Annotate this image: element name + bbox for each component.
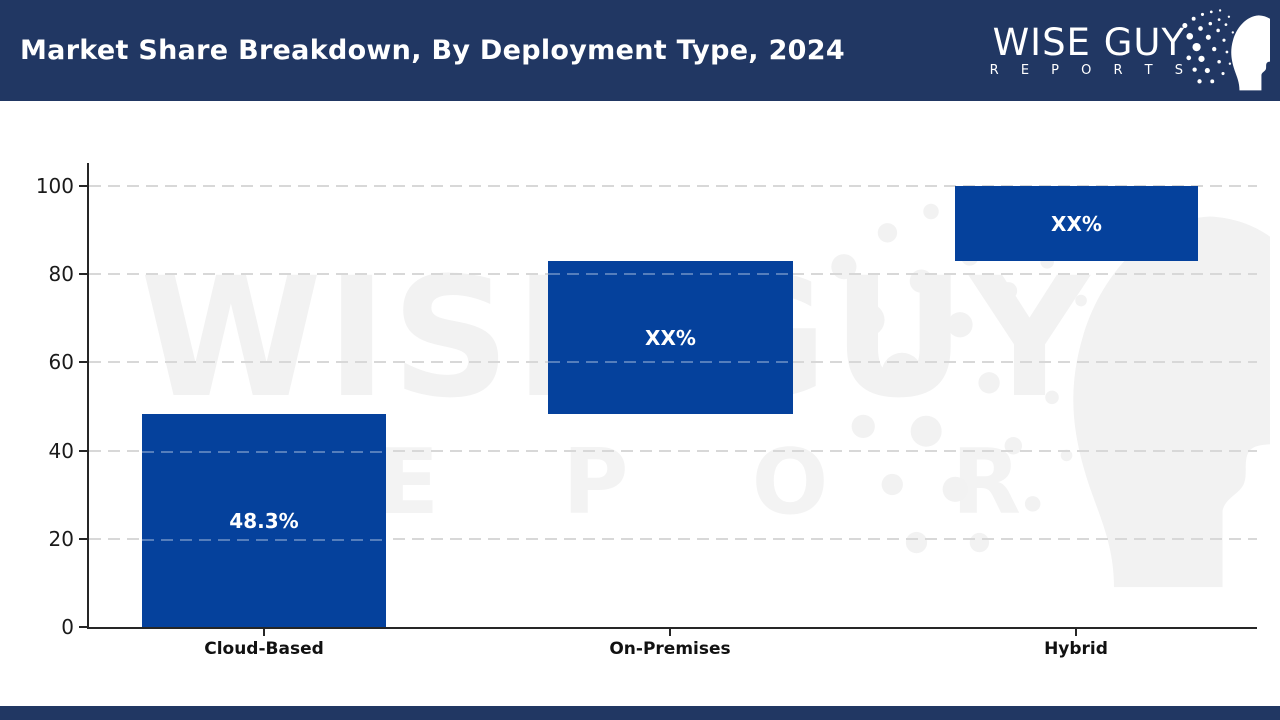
x-tick-label-on-premises: On-Premises (609, 639, 731, 659)
bar-cloud-based: 48.3% (142, 414, 386, 627)
wiseguy-face-icon (1182, 8, 1270, 90)
y-tick-mark (79, 273, 87, 275)
brand-name: WISE GUY (992, 21, 1186, 64)
bar-gridline-overlay (142, 451, 386, 453)
bar-on-premises: XX% (548, 261, 793, 414)
brand-logo: WISE GUY R E P O R T S (986, 5, 1270, 97)
x-axis-line (87, 627, 1257, 629)
y-tick-mark (79, 450, 87, 452)
y-tick-label-0: 0 (61, 615, 74, 639)
y-tick-label-80: 80 (48, 262, 74, 286)
y-tick-mark (79, 185, 87, 187)
x-tick-mark (1075, 629, 1077, 636)
y-tick-mark (79, 361, 87, 363)
bar-value-label: XX% (1051, 211, 1102, 236)
bar-hybrid: XX% (955, 186, 1198, 261)
chart-title: Market Share Breakdown, By Deployment Ty… (20, 35, 845, 66)
footer-bar (0, 706, 1280, 720)
bar-gridline-overlay (142, 539, 386, 541)
bar-gridline-overlay (548, 361, 793, 363)
brand-logo-text: WISE GUY R E P O R T S (986, 24, 1192, 77)
x-tick-mark (669, 629, 671, 636)
y-tick-label-20: 20 (48, 527, 74, 551)
gridline-20 (89, 538, 1257, 540)
x-tick-label-cloud-based: Cloud-Based (204, 639, 324, 659)
y-tick-label-100: 100 (35, 174, 74, 198)
y-tick-mark (79, 626, 87, 628)
y-tick-mark (79, 538, 87, 540)
y-tick-label-40: 40 (48, 439, 74, 463)
brand-subname: R E P O R T S (989, 63, 1192, 78)
y-axis-line (87, 163, 89, 629)
header-bar: Market Share Breakdown, By Deployment Ty… (0, 0, 1280, 101)
x-tick-mark (263, 629, 265, 636)
bar-value-label: 48.3% (229, 508, 299, 533)
gridline-100 (89, 185, 1257, 187)
y-tick-label-60: 60 (48, 350, 74, 374)
bar-value-label: XX% (645, 325, 696, 350)
bar-gridline-overlay (548, 273, 793, 275)
gridline-40 (89, 450, 1257, 452)
x-tick-label-hybrid: Hybrid (1044, 639, 1108, 659)
